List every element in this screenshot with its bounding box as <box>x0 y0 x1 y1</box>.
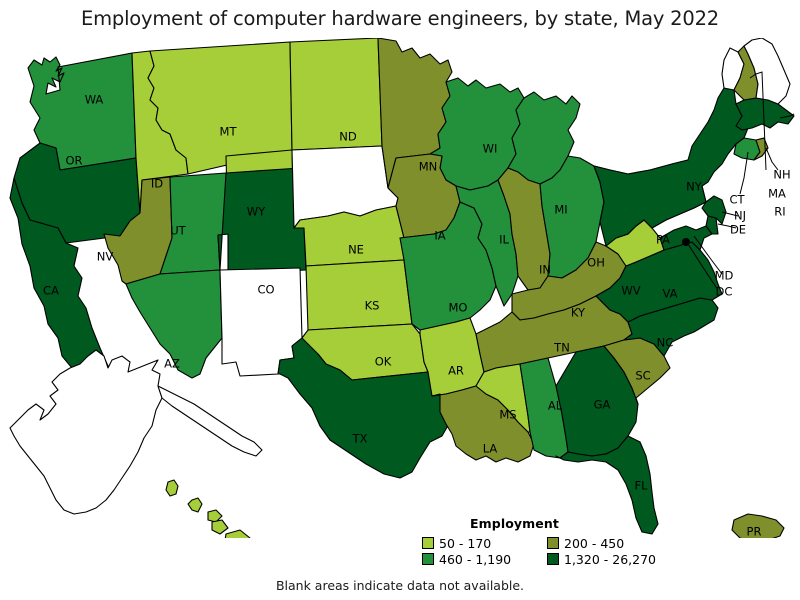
legend-entry-3[interactable]: 1,320 - 26,270 <box>547 552 672 567</box>
state-NJ[interactable] <box>701 195 727 225</box>
legend-label-3: 1,320 - 26,270 <box>564 551 656 567</box>
legend-label-1: 200 - 450 <box>564 535 625 551</box>
state-label-HI: HI <box>191 537 203 539</box>
state-label-DE: DE <box>730 223 746 237</box>
state-HI-5[interactable] <box>224 529 252 538</box>
state-AR[interactable] <box>419 317 485 397</box>
state-label-RI: RI <box>774 205 785 219</box>
state-AK[interactable] <box>9 349 163 515</box>
state-ND[interactable] <box>289 38 383 151</box>
legend-swatch-3 <box>547 553 559 565</box>
legend-entry-1[interactable]: 200 - 450 <box>547 536 672 551</box>
legend-label-2: 460 - 1,190 <box>439 551 512 567</box>
map-legend: Employment 50 - 170 200 - 450 460 - 1,19… <box>422 516 682 567</box>
leader-line-RI <box>765 147 779 171</box>
state-label-MA: MA <box>768 187 786 201</box>
page-title: Employment of computer hardware engineer… <box>81 7 719 30</box>
choropleth-map: WA OR CA ID NV MT WY UT AZ CO ND NE KS O… <box>0 38 800 538</box>
state-HI-1[interactable] <box>165 479 179 497</box>
legend-entry-2[interactable]: 460 - 1,190 <box>422 552 547 567</box>
state-label-CT: CT <box>729 193 745 207</box>
state-NY[interactable] <box>593 87 749 247</box>
dc-marker <box>682 238 690 246</box>
map-footnote: Blank areas indicate data not available. <box>275 578 525 593</box>
state-ME[interactable] <box>743 38 791 105</box>
state-HI-3[interactable] <box>207 509 223 523</box>
legend-entry-0[interactable]: 50 - 170 <box>422 536 547 551</box>
legend-label-0: 50 - 170 <box>439 535 492 551</box>
state-HI-4[interactable] <box>211 519 229 535</box>
state-FL[interactable] <box>555 435 659 535</box>
state-label-MD: MD <box>715 269 734 283</box>
state-KS[interactable] <box>305 259 413 331</box>
state-OH[interactable] <box>539 155 605 279</box>
legend-title: Employment <box>470 516 559 531</box>
state-HI-2[interactable] <box>187 497 203 513</box>
legend-swatch-2 <box>422 553 434 565</box>
state-PR[interactable] <box>731 513 785 538</box>
leader-line-NH <box>749 71 767 171</box>
leader-line-DC <box>687 243 719 291</box>
leader-line-NJ <box>721 211 739 217</box>
leader-line-DE <box>717 223 737 229</box>
state-WA[interactable] <box>27 52 137 171</box>
state-label-NH: NH <box>773 168 790 182</box>
state-MA[interactable] <box>735 97 795 131</box>
state-AZ[interactable] <box>125 269 223 379</box>
legend-swatch-0 <box>422 537 434 549</box>
legend-swatch-1 <box>547 537 559 549</box>
state-TX[interactable] <box>277 337 453 479</box>
state-AK-aleutians[interactable] <box>157 385 263 457</box>
leader-line-MA <box>779 113 795 119</box>
state-NE[interactable] <box>293 205 405 267</box>
leader-line-CT <box>739 151 749 195</box>
legend-entries: 50 - 170 200 - 450 460 - 1,190 1,320 - 2… <box>422 535 682 567</box>
leader-line-MD <box>693 235 723 275</box>
